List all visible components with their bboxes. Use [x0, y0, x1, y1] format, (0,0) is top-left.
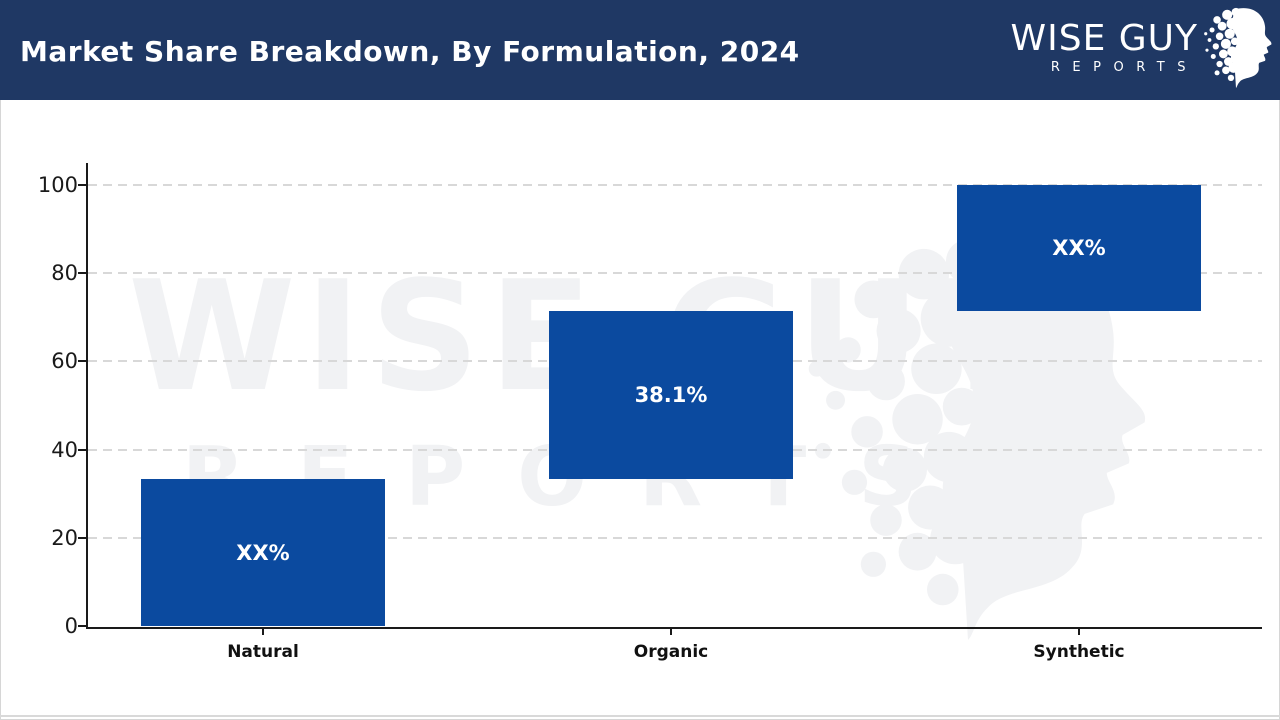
header: Market Share Breakdown, By Formulation, …: [0, 0, 1280, 100]
y-tick-60: [78, 360, 86, 363]
x-category-label: Organic: [633, 642, 709, 662]
x-tick-natural: [262, 629, 264, 635]
chart-canvas: WISE GUY REPORTS XX%Natural38.1%OrganicX…: [0, 100, 1280, 718]
x-category-label: Synthetic: [1033, 642, 1125, 662]
x-tick-organic: [670, 629, 672, 635]
logo-text: WISE GUY REPORTS: [1010, 17, 1199, 76]
gridline-100: [88, 184, 1262, 186]
bar-value-label: 38.1%: [634, 383, 708, 408]
gridline-80: [88, 272, 1262, 275]
y-tick-label-40: 40: [51, 437, 78, 462]
y-tick-label-80: 80: [51, 261, 78, 286]
y-tick-label-20: 20: [51, 525, 78, 550]
y-tick-40: [78, 448, 86, 451]
bottom-rule: [0, 715, 1280, 717]
bar-synthetic: XX%: [957, 185, 1201, 312]
bar-value-label: XX%: [1052, 236, 1106, 261]
bar-value-label: XX%: [236, 540, 290, 565]
x-axis-spine: [86, 627, 1262, 629]
plot: XX% Natural 38.1% Organic XX% Synthetic: [78, 163, 1262, 662]
brand-logo: WISE GUY REPORTS: [1011, 6, 1275, 88]
logo-sub-text: REPORTS: [1050, 59, 1198, 75]
y-tick-20: [78, 536, 86, 539]
x-tick-synthetic: [1078, 629, 1080, 635]
y-axis-spine: [86, 163, 88, 629]
logo-brand-text: WISE GUY: [1010, 17, 1198, 59]
gridline-20: [88, 536, 1262, 539]
y-tick-0: [78, 625, 86, 627]
logo-face-icon: [1198, 6, 1274, 88]
y-tick-100: [78, 184, 86, 186]
y-tick-label-60: 60: [51, 349, 78, 374]
y-tick-80: [78, 272, 86, 275]
y-tick-label-0: 0: [64, 614, 78, 638]
bar-organic: 38.1%: [549, 311, 793, 480]
y-tick-label-100: 100: [37, 173, 78, 197]
chart-title: Market Share Breakdown, By Formulation, …: [20, 35, 800, 68]
x-category-label: Natural: [227, 642, 299, 662]
bar-natural: XX%: [141, 479, 385, 626]
